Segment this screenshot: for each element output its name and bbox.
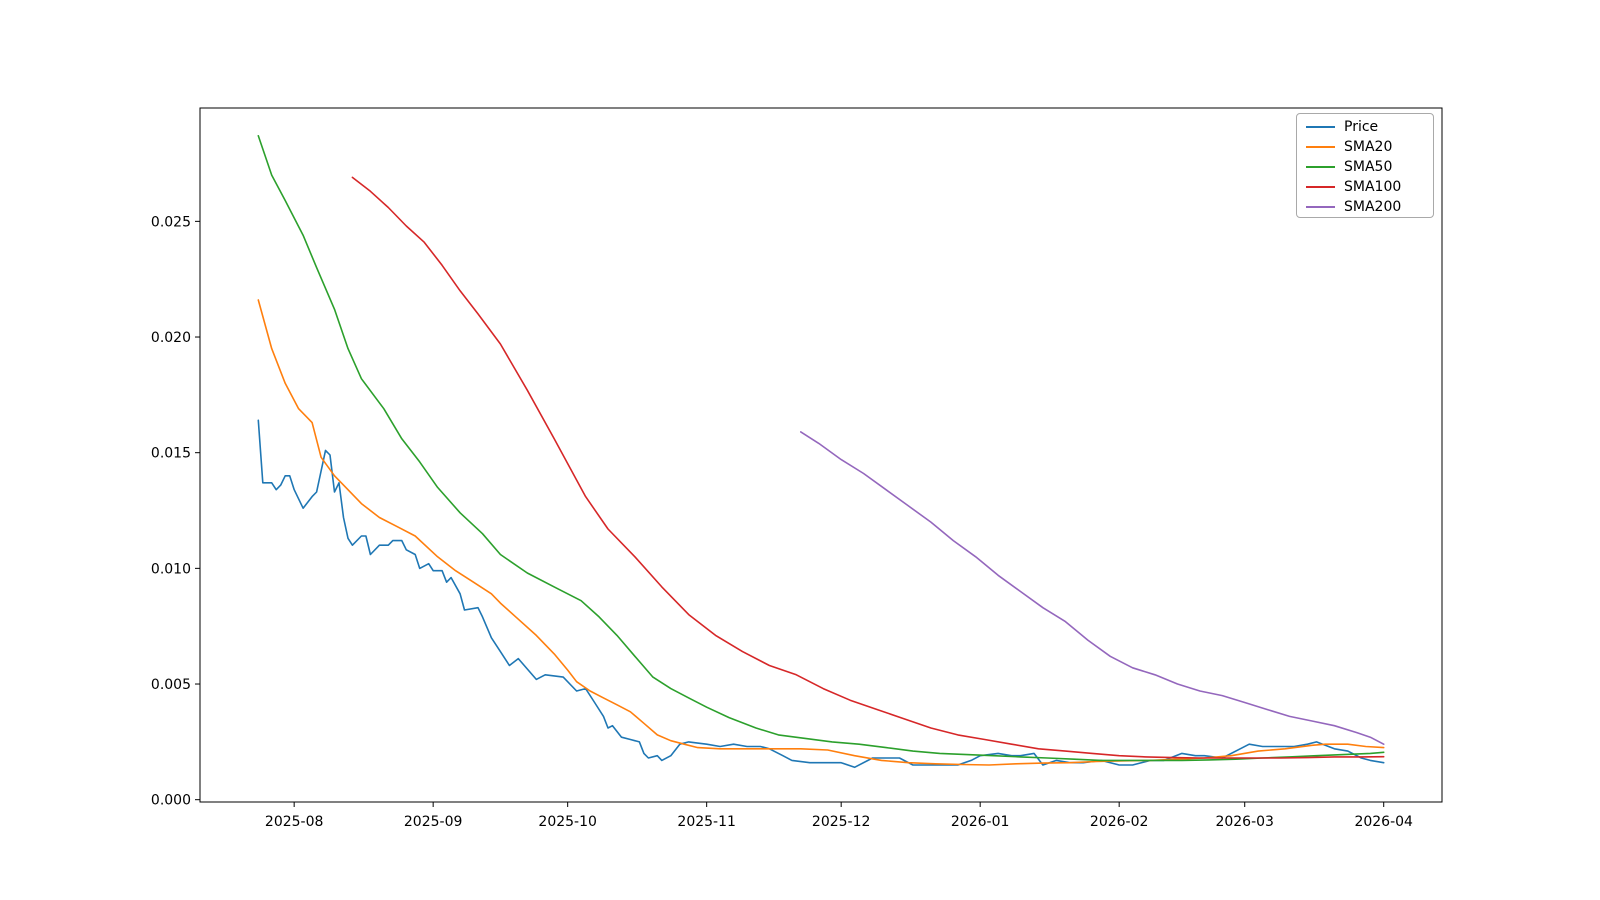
legend-line-swatch — [1306, 126, 1335, 128]
legend-item-sma100: SMA100 — [1306, 177, 1433, 197]
legend-item-sma20: SMA20 — [1306, 137, 1433, 157]
x-tick-label: 2026-04 — [1354, 814, 1413, 830]
x-tick-label: 2025-10 — [538, 814, 597, 830]
legend-line-swatch — [1306, 146, 1335, 148]
series-line-sma100 — [351, 176, 1385, 759]
x-tick-label: 2025-11 — [677, 814, 736, 830]
y-tick-label: 0.005 — [151, 677, 191, 693]
legend-label: SMA20 — [1344, 139, 1393, 155]
x-tick-label: 2025-12 — [812, 814, 871, 830]
x-tick-label: 2025-08 — [265, 814, 324, 830]
legend-item-sma50: SMA50 — [1306, 157, 1433, 177]
legend-item-price: Price — [1306, 117, 1433, 137]
legend-label: SMA200 — [1344, 199, 1402, 215]
legend-label: SMA50 — [1344, 159, 1393, 175]
x-tick-label: 2026-02 — [1090, 814, 1149, 830]
x-tick-label: 2026-01 — [951, 814, 1010, 830]
x-tick-label: 2026-03 — [1215, 814, 1274, 830]
series-line-price — [257, 419, 1385, 769]
series-line-sma50 — [257, 135, 1385, 762]
y-tick-label: 0.010 — [151, 561, 191, 577]
y-tick-label: 0.015 — [151, 446, 191, 462]
legend-line-swatch — [1306, 186, 1335, 188]
legend-label: Price — [1344, 119, 1379, 135]
legend-label: SMA100 — [1344, 179, 1402, 195]
series-line-sma200 — [799, 431, 1385, 746]
y-tick-label: 0.025 — [151, 214, 191, 230]
legend-item-sma200: SMA200 — [1306, 197, 1433, 217]
series-line-sma20 — [257, 299, 1385, 766]
y-tick-label: 0.000 — [151, 793, 191, 809]
legend-line-swatch — [1306, 166, 1335, 168]
legend: Price SMA20 SMA50 SMA100 SMA200 — [1296, 113, 1434, 218]
x-tick-label: 2025-09 — [404, 814, 463, 830]
plot-border — [199, 107, 1443, 803]
y-tick-label: 0.020 — [151, 330, 191, 346]
legend-line-swatch — [1306, 206, 1335, 208]
